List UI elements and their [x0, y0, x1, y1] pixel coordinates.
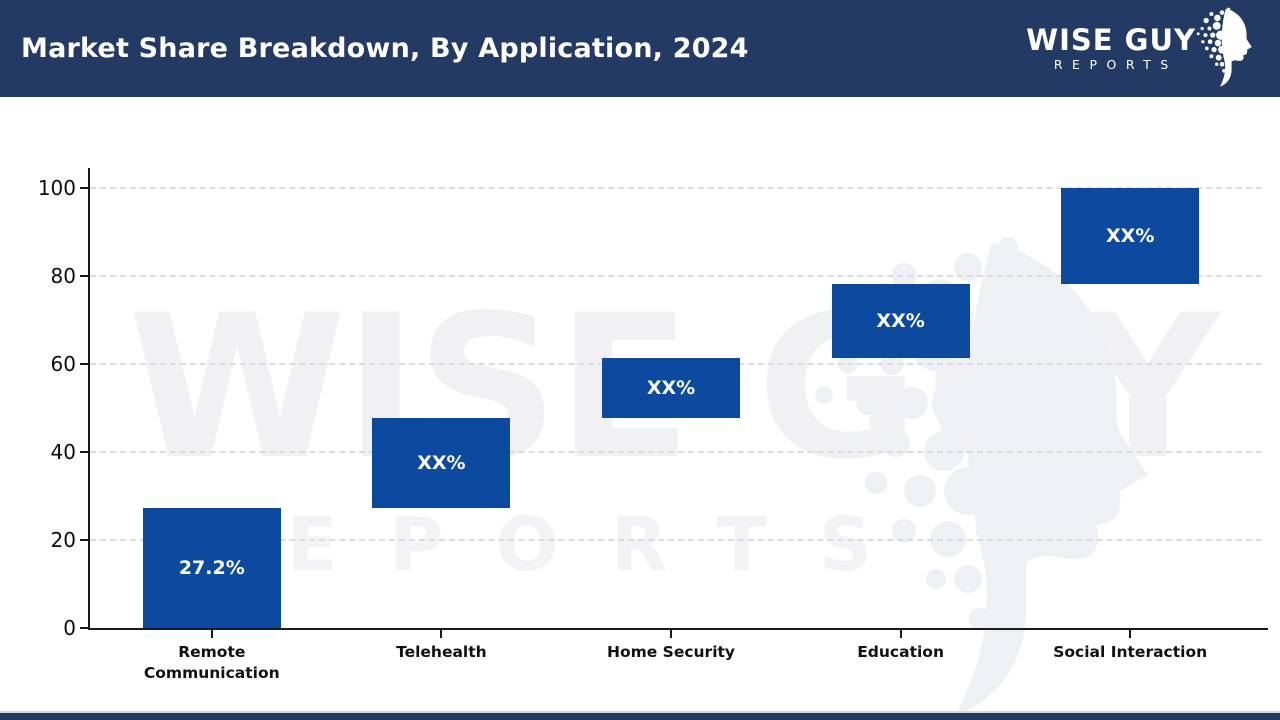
- x-axis-category-label: Social Interaction: [1053, 643, 1208, 661]
- wiseguy-logo-text: WISE GUY REPORTS: [1026, 22, 1196, 72]
- y-axis-tick-label: 20: [50, 527, 76, 552]
- wiseguy-head-icon: [1196, 7, 1252, 87]
- bar-remote-communication: 27.2%: [142, 508, 281, 628]
- gridline-20: [90, 538, 1262, 541]
- bar-social-interaction: XX%: [1061, 187, 1200, 284]
- y-axis-tick-label: 0: [63, 616, 76, 640]
- bar-value-label: 27.2%: [178, 557, 245, 580]
- x-axis-tick: [210, 630, 213, 638]
- x-axis-category-label: Telehealth: [396, 643, 487, 661]
- x-axis-tick: [670, 630, 672, 638]
- y-axis-tick-label: 60: [50, 351, 76, 376]
- y-axis-line: [88, 168, 90, 630]
- y-axis-tick: [80, 450, 88, 453]
- x-axis-category-label: Home Security: [606, 643, 736, 661]
- watermark-head-icon: [815, 237, 1148, 713]
- gridline-100: [90, 186, 1262, 189]
- x-axis-tick: [440, 630, 443, 638]
- wiseguy-logo: WISE GUY REPORTS: [1026, 6, 1266, 92]
- bar-value-label: XX%: [646, 376, 696, 399]
- gridline-40: [90, 450, 1262, 453]
- y-axis-tick: [80, 274, 88, 277]
- chart-canvas: WISE GUY REPORTS 02040608010027.2%Remote…: [0, 97, 1280, 713]
- x-axis-category-label: Education: [857, 643, 944, 661]
- bar-value-label: XX%: [1106, 224, 1155, 247]
- y-axis-tick-label: 100: [37, 175, 76, 200]
- bar-home-security: XX%: [602, 357, 740, 419]
- y-axis-tick: [80, 627, 88, 629]
- logo-wordmark: WISE GUY: [1026, 22, 1196, 57]
- y-axis-tick: [80, 186, 88, 189]
- bar-value-label: XX%: [417, 452, 466, 475]
- watermark-subtitle: REPORTS: [178, 502, 925, 588]
- bar-telehealth: XX%: [372, 418, 511, 509]
- x-axis-tick: [1129, 630, 1132, 638]
- footer-bar: [0, 711, 1280, 720]
- logo-subtitle: REPORTS: [1053, 56, 1178, 72]
- y-axis-tick: [80, 362, 88, 365]
- y-axis-tick-label: 80: [50, 263, 76, 288]
- y-axis-tick-label: 40: [50, 439, 76, 464]
- header-bar: Market Share Breakdown, By Application, …: [0, 0, 1280, 97]
- page-title: Market Share Breakdown, By Application, …: [21, 33, 749, 64]
- bar-education: XX%: [831, 283, 970, 358]
- x-axis-line: [88, 628, 1268, 630]
- x-axis-tick: [899, 630, 902, 638]
- x-axis-category-label: Remote Communication: [143, 643, 280, 682]
- gridline-80: [90, 274, 1262, 277]
- bar-value-label: XX%: [876, 309, 925, 332]
- y-axis-tick: [80, 538, 88, 541]
